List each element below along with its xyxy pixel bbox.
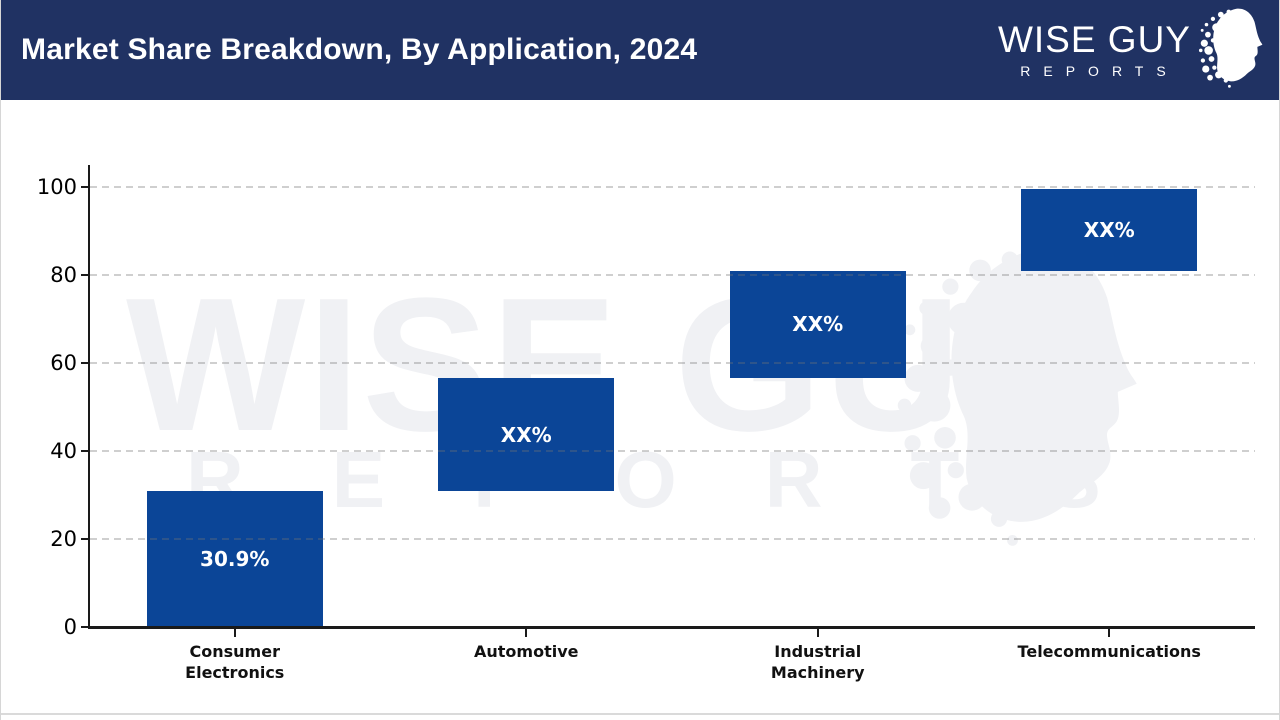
y-tick-label: 20 [50,527,77,551]
bar-segment [1021,189,1198,271]
x-axis-label: Automotive [376,641,676,662]
gridline [90,274,1255,276]
x-axis-label-line: Machinery [770,663,865,682]
y-tick [81,274,89,276]
y-tick [81,362,89,364]
x-tick [525,629,528,637]
x-tick [1108,629,1111,637]
y-tick [81,538,89,540]
x-axis-label-line: Industrial [774,642,862,661]
head-silhouette-watermark-icon [897,238,1137,546]
x-axis-label-line: Electronics [185,663,285,682]
y-tick-label: 80 [50,263,77,287]
bar-value-label: XX% [1083,217,1135,242]
x-tick [233,629,236,637]
gridline [90,362,1255,364]
bar-value-label: XX% [500,422,552,447]
x-axis-label: Consumer Electronics [85,641,385,683]
y-tick-label: 100 [36,175,77,199]
header-bar: Market Share Breakdown, By Application, … [1,0,1279,100]
y-tick-label: 60 [50,351,77,375]
bar-value-label: 30.9% [200,547,270,571]
x-axis-label-line: Consumer [189,642,280,661]
y-tick-label: 0 [63,615,77,639]
bar-segment [146,491,323,627]
x-axis-line [88,626,1255,629]
x-axis-label-line: Automotive [474,642,579,661]
y-tick-label: 40 [50,439,77,463]
gridline [90,186,1255,188]
logo-wordmark: WISE GUY [997,18,1191,60]
y-tick [81,450,89,452]
bar-segment [438,378,615,492]
y-axis-line [88,165,90,629]
wise-guy-reports-logo: WISE GUY REPORTS [998,6,1269,92]
x-tick [816,629,819,637]
y-tick [81,626,89,628]
logo-text: WISE GUY REPORTS [997,18,1191,79]
x-axis-label: Telecommunications [959,641,1259,662]
chart-title: Market Share Breakdown, By Application, … [21,33,698,66]
head-silhouette-logo-icon [1198,8,1263,88]
bottom-divider [1,713,1279,715]
x-axis-label-line: Telecommunications [1017,642,1201,661]
bar-segment [729,270,906,379]
gridline [90,538,1255,540]
bar-value-label: XX% [792,312,844,337]
gridline [90,450,1255,452]
x-axis-label: Industrial Machinery [668,641,968,683]
y-tick [81,186,89,188]
logo-subtitle: REPORTS [1020,62,1179,79]
